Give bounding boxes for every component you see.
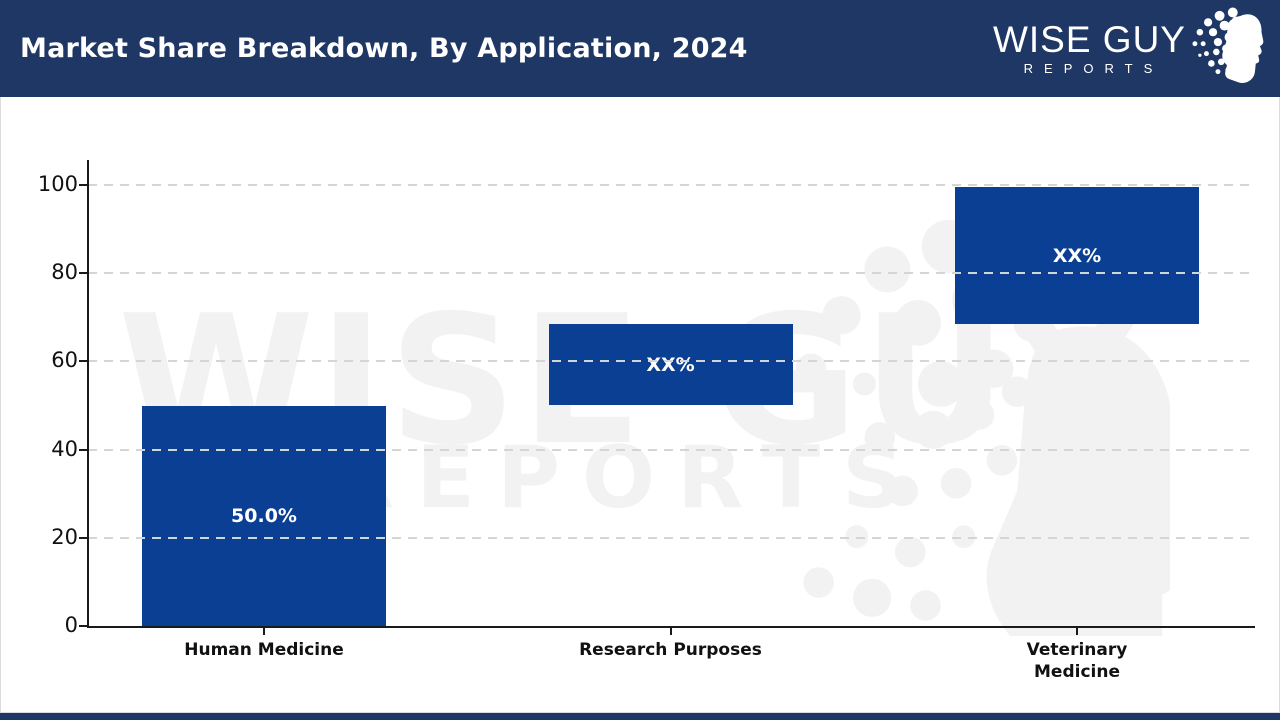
category-label-2: Veterinary Medicine (1026, 640, 1128, 683)
y-tick-100 (79, 184, 87, 186)
y-tick-label-100: 100 (37, 172, 78, 196)
bar-value-label: 50.0% (231, 504, 297, 527)
wise-guy-reports-logo: WISE GUY REPORTS (993, 7, 1264, 91)
y-tick-label-20: 20 (51, 524, 78, 549)
bar-veterinary-medicine: XX% (955, 187, 1199, 324)
x-tick-1 (669, 628, 672, 635)
bar-research-purposes: XX% (548, 323, 793, 406)
x-tick-0 (263, 628, 265, 635)
logo-face-dots-icon (1190, 7, 1264, 91)
gridline-80 (88, 272, 1253, 275)
y-tick-20 (79, 536, 87, 539)
y-tick-label-60: 60 (51, 348, 78, 373)
gridline-60 (88, 360, 1253, 363)
category-label-1: Research Purposes (579, 640, 762, 660)
watermark-subtitle: REPORTS (328, 428, 927, 528)
y-tick-0 (79, 625, 87, 627)
bar-human-medicine: 50.0% (142, 405, 386, 626)
x-axis-line (87, 626, 1255, 628)
header-bar: Market Share Breakdown, By Application, … (0, 0, 1280, 97)
bar-value-label: XX% (646, 353, 695, 376)
logo-text: WISE GUY REPORTS (993, 21, 1186, 76)
y-axis-line (87, 160, 89, 628)
y-tick-40 (79, 448, 87, 451)
y-tick-label-0: 0 (64, 613, 78, 637)
gridline-40 (88, 448, 1253, 451)
footer-bar (0, 713, 1280, 720)
y-tick-label-80: 80 (51, 260, 78, 285)
gridline-20 (88, 536, 1253, 539)
gridline-100 (88, 184, 1253, 186)
x-tick-2 (1076, 628, 1078, 635)
category-label-0: Human Medicine (184, 640, 344, 660)
y-tick-80 (79, 272, 87, 275)
chart-title: Market Share Breakdown, By Application, … (20, 33, 748, 64)
bar-value-label: XX% (1052, 244, 1102, 267)
logo-wordmark: WISE GUY (992, 19, 1186, 60)
y-tick-label-40: 40 (51, 436, 78, 461)
y-tick-60 (79, 360, 87, 363)
logo-subtitle: REPORTS (1023, 61, 1164, 76)
